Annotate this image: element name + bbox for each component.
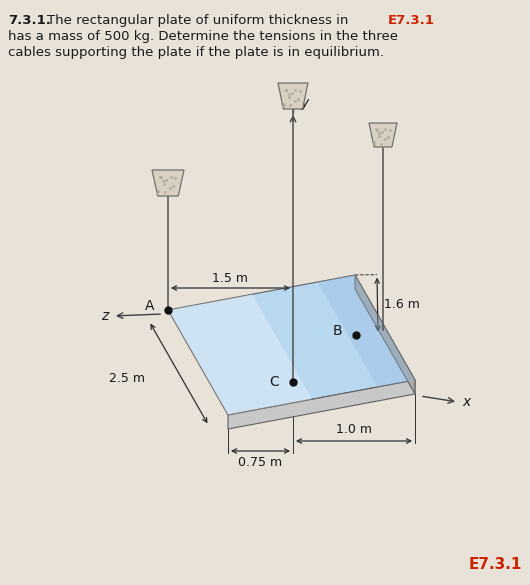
Polygon shape <box>228 380 415 429</box>
Polygon shape <box>355 275 415 394</box>
Polygon shape <box>317 275 415 387</box>
Polygon shape <box>278 83 308 109</box>
Text: 1.6 m: 1.6 m <box>384 298 420 311</box>
Text: cables supporting the plate if the plate is in equilibrium.: cables supporting the plate if the plate… <box>8 46 384 59</box>
Text: 1.0 m: 1.0 m <box>336 423 372 436</box>
Text: A: A <box>145 299 154 313</box>
Text: 2.5 m: 2.5 m <box>109 372 145 385</box>
Text: z: z <box>101 309 108 323</box>
Text: y: y <box>300 96 308 110</box>
Text: B: B <box>332 324 342 338</box>
Text: 1.5 m: 1.5 m <box>213 272 249 285</box>
Polygon shape <box>168 275 415 415</box>
Text: 0.75 m: 0.75 m <box>238 456 282 469</box>
Text: E7.3.1: E7.3.1 <box>469 557 522 572</box>
Polygon shape <box>168 294 312 415</box>
Text: x: x <box>462 395 470 409</box>
Text: C: C <box>269 375 279 389</box>
Polygon shape <box>152 170 184 196</box>
Text: E7.3.1: E7.3.1 <box>388 14 435 27</box>
Polygon shape <box>369 123 397 147</box>
Text: has a mass of 500 kg. Determine the tensions in the three: has a mass of 500 kg. Determine the tens… <box>8 30 398 43</box>
Text: 7.3.1.: 7.3.1. <box>8 14 51 27</box>
Text: The rectangular plate of uniform thickness in: The rectangular plate of uniform thickne… <box>47 14 352 27</box>
